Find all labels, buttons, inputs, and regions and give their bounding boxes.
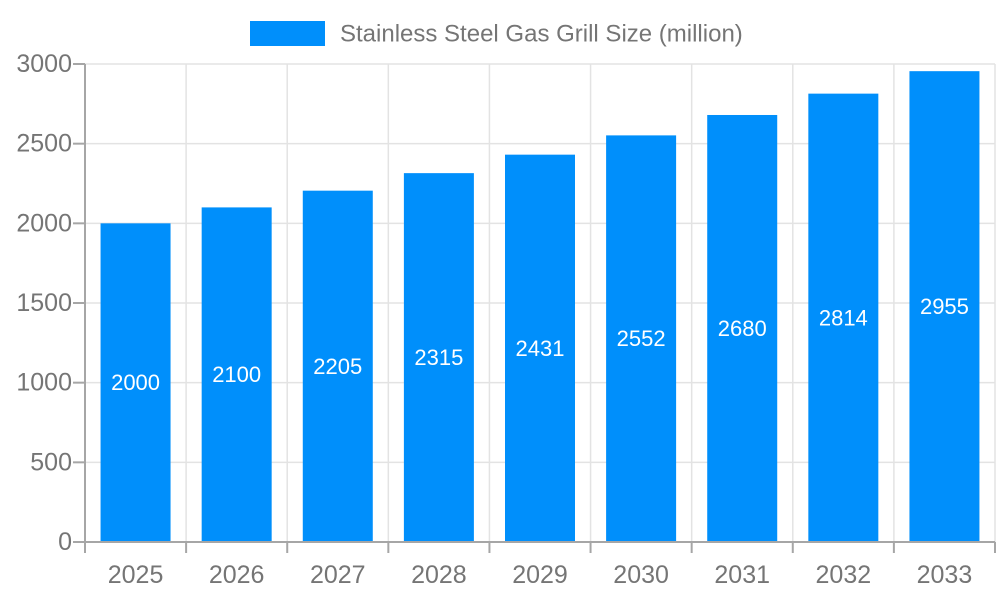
bar[interactable] <box>403 173 474 543</box>
x-tick-label: 2031 <box>714 561 770 589</box>
bars-layer: 2000 2100 2205 2315 2431 2552 2680 2814 2955 <box>100 71 980 543</box>
bar-value-label: 2955 <box>920 294 969 319</box>
bar-group: 2205 <box>302 190 373 543</box>
bar[interactable] <box>201 207 272 542</box>
y-tick-label: 1000 <box>16 369 72 397</box>
y-tick-label: 3000 <box>16 50 72 78</box>
y-tick-label: 0 <box>58 528 72 556</box>
bar[interactable] <box>808 93 879 543</box>
bar-value-label: 2680 <box>718 316 767 341</box>
bar-group: 2680 <box>707 114 778 542</box>
x-tick-label: 2029 <box>512 561 568 589</box>
bar[interactable] <box>302 190 373 543</box>
bar-value-label: 2552 <box>617 326 666 351</box>
legend-swatch <box>250 21 325 46</box>
bar-value-label: 2814 <box>819 305 868 330</box>
bar-group: 2431 <box>505 154 575 543</box>
y-tick-label: 2000 <box>16 209 72 237</box>
bar-group: 2315 <box>403 173 474 543</box>
x-tick-label: 2030 <box>613 561 669 589</box>
axis-layer: 0 500 1000 1500 2000 2500 3000 2025 2026 2027 2028… <box>16 50 996 589</box>
y-tick-label: 1500 <box>16 289 72 317</box>
bar-group: 2100 <box>201 207 272 542</box>
bar-value-label: 2315 <box>414 345 463 370</box>
bar-value-label: 2205 <box>313 354 362 379</box>
grid-layer <box>85 63 996 542</box>
y-tick-label: 500 <box>30 448 72 476</box>
bar[interactable] <box>606 135 677 542</box>
y-tick-label: 2500 <box>16 130 72 158</box>
bar-value-label: 2100 <box>212 362 261 387</box>
bar[interactable] <box>909 71 980 543</box>
bar-value-label: 2000 <box>111 370 160 395</box>
x-tick-label: 2028 <box>411 561 467 589</box>
legend[interactable]: Stainless Steel Gas Grill Size (million) <box>250 21 743 48</box>
x-tick-label: 2025 <box>108 561 164 589</box>
x-tick-label: 2026 <box>209 561 265 589</box>
bar[interactable] <box>707 114 778 542</box>
x-tick-label: 2027 <box>310 561 366 589</box>
bar-group: 2955 <box>909 71 980 543</box>
bar-group: 2000 <box>100 223 171 543</box>
x-tick-label: 2032 <box>816 561 872 589</box>
bar[interactable] <box>505 154 575 543</box>
legend-label: Stainless Steel Gas Grill Size (million) <box>340 21 743 48</box>
bar[interactable] <box>100 223 171 543</box>
bar-group: 2814 <box>808 93 879 543</box>
bar-value-label: 2431 <box>516 336 565 361</box>
bar-group: 2552 <box>606 135 677 542</box>
x-tick-label: 2033 <box>917 561 973 589</box>
